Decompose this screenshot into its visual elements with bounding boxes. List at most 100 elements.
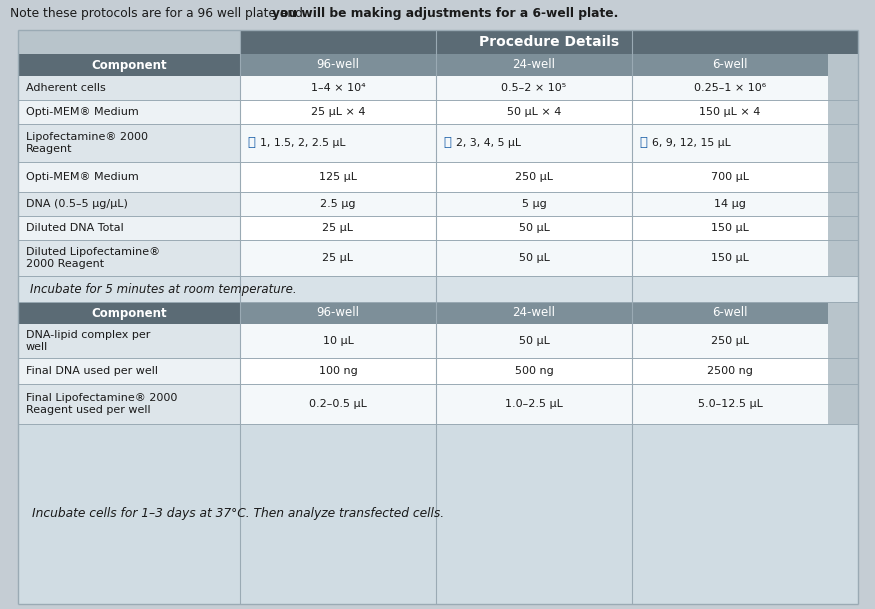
Bar (240, 324, 436, 358)
Bar (0, 0, 875, 26)
Bar (436, 54, 632, 76)
Text: 700 μL: 700 μL (711, 172, 749, 182)
Bar (18, 76, 240, 100)
Bar (18, 192, 240, 216)
Text: 125 μL: 125 μL (319, 172, 357, 182)
Text: 0.5–2 × 10⁵: 0.5–2 × 10⁵ (501, 83, 567, 93)
Bar (18, 358, 240, 384)
Bar (436, 76, 632, 100)
Text: 150 μL: 150 μL (711, 223, 749, 233)
Text: 1–4 × 10⁴: 1–4 × 10⁴ (311, 83, 366, 93)
Text: 10 μL: 10 μL (323, 336, 354, 346)
Bar (436, 162, 632, 192)
Bar (632, 384, 828, 424)
Bar (632, 216, 828, 240)
Bar (240, 124, 436, 162)
Text: Component: Component (91, 306, 167, 320)
Text: Diluted DNA Total: Diluted DNA Total (26, 223, 123, 233)
Text: 50 μL: 50 μL (519, 223, 550, 233)
Text: 50 μL: 50 μL (519, 336, 550, 346)
Text: Final Lipofectamine® 2000
Reagent used per well: Final Lipofectamine® 2000 Reagent used p… (26, 393, 178, 415)
Bar (18, 384, 240, 424)
Bar (632, 100, 828, 124)
Text: 2.5 μg: 2.5 μg (320, 199, 356, 209)
Bar (436, 124, 632, 162)
Bar (436, 216, 632, 240)
Bar (436, 384, 632, 424)
Text: 5 μg: 5 μg (522, 199, 546, 209)
Text: 2, 3, 4, 5 μL: 2, 3, 4, 5 μL (456, 138, 521, 148)
Bar (240, 76, 436, 100)
Bar (18, 324, 240, 358)
Text: 6, 9, 12, 15 μL: 6, 9, 12, 15 μL (652, 138, 731, 148)
Text: 25 μL × 4: 25 μL × 4 (311, 107, 365, 117)
Bar (436, 192, 632, 216)
Text: ⓘ: ⓘ (247, 136, 255, 149)
Bar (240, 192, 436, 216)
Bar (632, 324, 828, 358)
Text: 250 μL: 250 μL (515, 172, 553, 182)
Text: 6-well: 6-well (712, 58, 748, 71)
Bar (240, 302, 436, 324)
Bar (18, 302, 240, 324)
Text: Incubate for 5 minutes at room temperature.: Incubate for 5 minutes at room temperatu… (30, 283, 297, 295)
Text: 25 μL: 25 μL (323, 223, 354, 233)
Text: 0.25–1 × 10⁶: 0.25–1 × 10⁶ (694, 83, 766, 93)
Text: 96-well: 96-well (317, 306, 360, 320)
Bar (240, 162, 436, 192)
Bar (240, 30, 858, 54)
Text: 14 μg: 14 μg (714, 199, 746, 209)
Bar (240, 54, 436, 76)
Text: Lipofectamine® 2000
Reagent: Lipofectamine® 2000 Reagent (26, 132, 148, 154)
Bar (436, 358, 632, 384)
Bar (18, 124, 240, 162)
Bar (240, 100, 436, 124)
Text: 100 ng: 100 ng (318, 366, 357, 376)
Bar (632, 124, 828, 162)
Bar (18, 240, 240, 276)
Text: 150 μL × 4: 150 μL × 4 (699, 107, 760, 117)
Bar (18, 424, 858, 604)
Text: Opti-MEM® Medium: Opti-MEM® Medium (26, 172, 139, 182)
Text: 24-well: 24-well (513, 306, 556, 320)
Bar (632, 358, 828, 384)
Text: 50 μL × 4: 50 μL × 4 (507, 107, 561, 117)
Text: Component: Component (91, 58, 167, 71)
Bar (18, 162, 240, 192)
Text: 5.0–12.5 μL: 5.0–12.5 μL (697, 399, 762, 409)
Text: Procedure Details: Procedure Details (479, 35, 620, 49)
Text: Note these protocols are for a 96 well plate and: Note these protocols are for a 96 well p… (10, 7, 307, 19)
Text: Final DNA used per well: Final DNA used per well (26, 366, 158, 376)
Text: 150 μL: 150 μL (711, 253, 749, 263)
Text: Diluted Lipofectamine®
2000 Reagent: Diluted Lipofectamine® 2000 Reagent (26, 247, 160, 269)
Bar (436, 302, 632, 324)
Text: Incubate cells for 1–3 days at 37°C. Then analyze transfected cells.: Incubate cells for 1–3 days at 37°C. The… (32, 507, 444, 521)
Text: Adherent cells: Adherent cells (26, 83, 106, 93)
Bar (240, 240, 436, 276)
Bar (436, 324, 632, 358)
Text: Opti-MEM® Medium: Opti-MEM® Medium (26, 107, 139, 117)
Bar (18, 54, 240, 76)
Bar (240, 216, 436, 240)
Text: 500 ng: 500 ng (514, 366, 553, 376)
Bar (18, 100, 240, 124)
Text: 1, 1.5, 2, 2.5 μL: 1, 1.5, 2, 2.5 μL (260, 138, 346, 148)
Bar (632, 162, 828, 192)
Text: 25 μL: 25 μL (323, 253, 354, 263)
Text: 250 μL: 250 μL (711, 336, 749, 346)
Bar (632, 302, 828, 324)
Text: ⓘ: ⓘ (443, 136, 451, 149)
Bar (240, 384, 436, 424)
Text: 50 μL: 50 μL (519, 253, 550, 263)
Bar (632, 240, 828, 276)
Text: 2500 ng: 2500 ng (707, 366, 752, 376)
Text: 1.0–2.5 μL: 1.0–2.5 μL (505, 399, 563, 409)
Bar (436, 240, 632, 276)
Text: 6-well: 6-well (712, 306, 748, 320)
Text: 24-well: 24-well (513, 58, 556, 71)
Text: ⓘ: ⓘ (639, 136, 647, 149)
Text: DNA (0.5–5 μg/μL): DNA (0.5–5 μg/μL) (26, 199, 128, 209)
Bar (240, 358, 436, 384)
Bar (436, 100, 632, 124)
Text: 96-well: 96-well (317, 58, 360, 71)
